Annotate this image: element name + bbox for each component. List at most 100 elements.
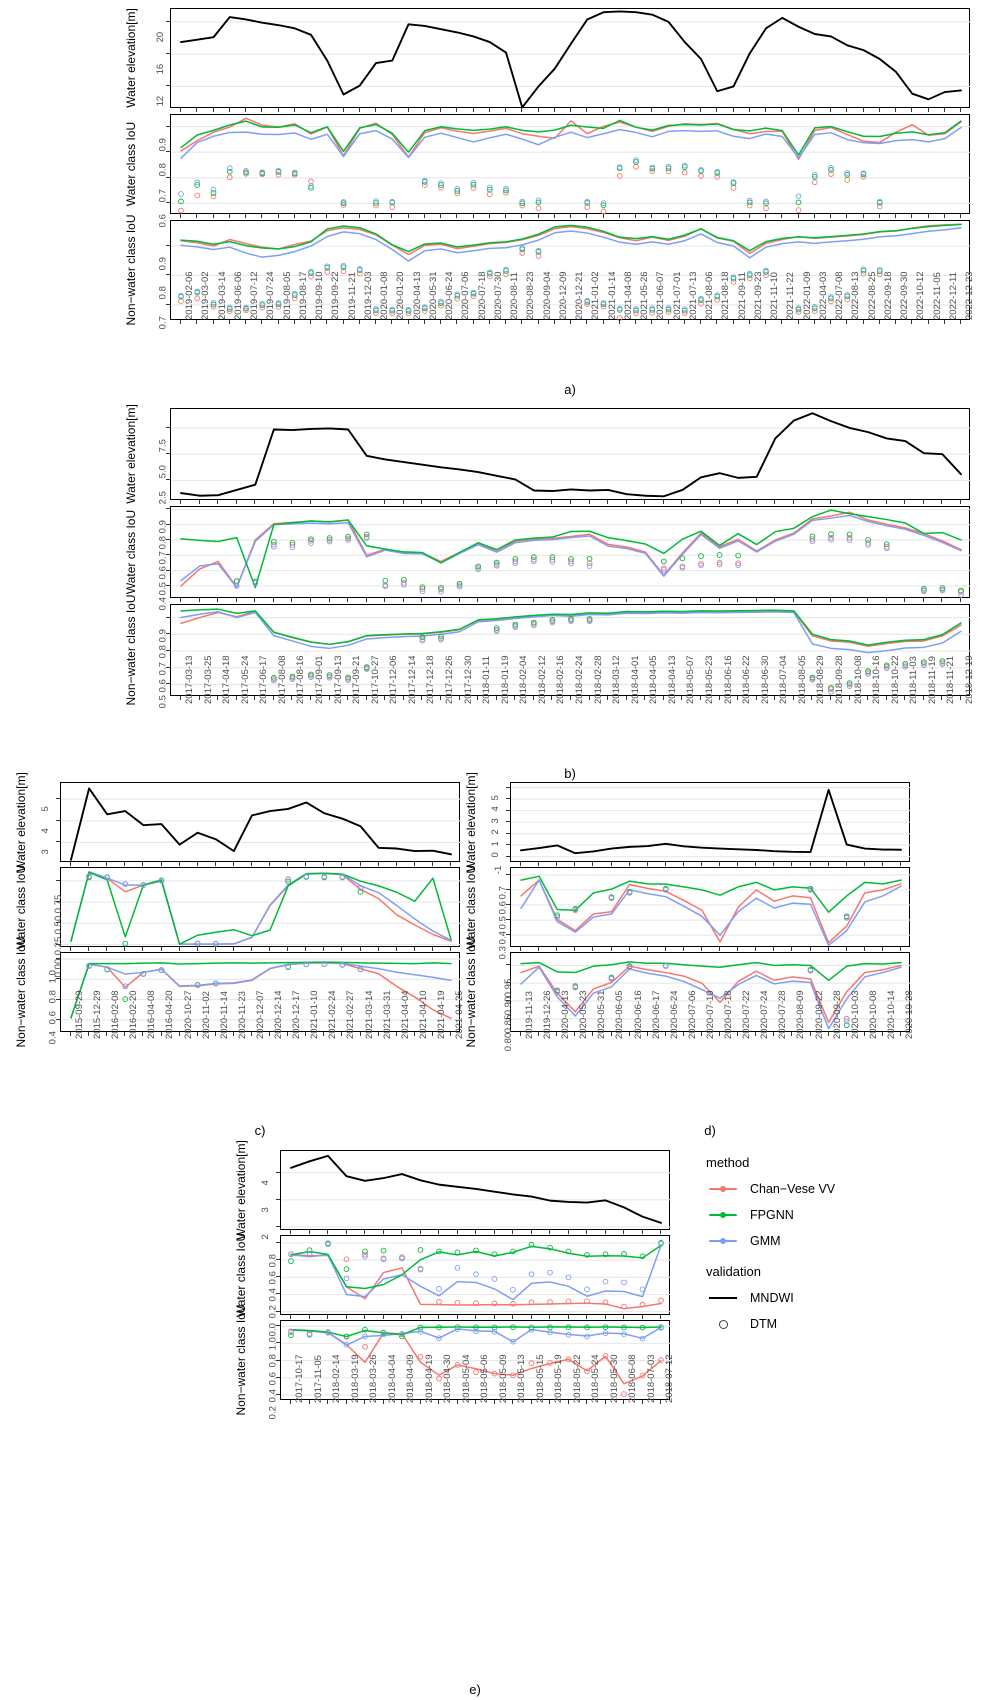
y-tick-label: 0.90: [503, 996, 514, 1016]
x-tick-mark: [232, 947, 234, 951]
x-tick-label: 2020-07-10: [704, 990, 716, 1039]
y-tick-mark: [166, 554, 170, 556]
x-tick-mark: [475, 1400, 476, 1404]
x-tick-mark: [419, 1400, 421, 1404]
x-tick-mark: [228, 108, 230, 112]
x-tick-mark: [791, 947, 793, 951]
x-tick-label: 2018-01-19: [499, 655, 511, 704]
x-tick-label: 2017-12-14: [406, 655, 418, 704]
x-tick-mark: [364, 1315, 365, 1319]
plot-panel-e-2: Non−water class IoU 0.2 0.4 0.6 0.8 1.0: [234, 1304, 671, 1419]
x-tick-mark: [440, 500, 441, 504]
x-tick-label: 2020-04-13: [560, 990, 572, 1039]
x-tick-mark: [310, 320, 311, 324]
legend-label: MNDWI: [750, 1291, 794, 1305]
x-tick-mark: [290, 1230, 291, 1234]
x-tick-mark: [88, 862, 90, 866]
x-tick-mark: [737, 500, 739, 504]
x-tick-mark: [644, 500, 646, 504]
x-tick-label: 2020-11-14: [218, 991, 230, 1039]
x-tick-mark: [570, 696, 571, 700]
x-tick-mark: [472, 108, 474, 112]
x-tick-mark: [235, 696, 237, 700]
x-tick-mark: [827, 1032, 829, 1036]
x-tick-label: 2018-05-06: [479, 1354, 490, 1403]
y-tick-mark: [56, 978, 60, 980]
legend-item-validation[interactable]: MNDWI: [706, 1285, 835, 1311]
x-tick-label: 2018-10-08: [852, 655, 864, 704]
legend-item-method[interactable]: FPGNN: [706, 1202, 835, 1228]
x-tick-label: 2018-05-09: [497, 1354, 509, 1403]
x-tick-mark: [549, 1230, 550, 1234]
x-tick-mark: [628, 1032, 630, 1036]
x-tick-mark: [863, 947, 865, 951]
x-tick-mark: [662, 598, 664, 602]
x-tick-mark: [88, 947, 90, 951]
plot-panel-b-2: Non−water class IoU 0.5 0.6 0.7 0.8 0.9: [124, 594, 971, 709]
x-tick-mark: [514, 696, 516, 700]
x-tick-mark: [308, 1230, 310, 1234]
x-tick-mark: [904, 500, 906, 504]
legend-item-method[interactable]: Chan−Vese VV: [706, 1176, 835, 1202]
x-tick-mark: [774, 598, 776, 602]
y-tick-label: 0.6: [157, 566, 169, 580]
y-tick-label: 0.6: [267, 1271, 279, 1285]
x-tick-mark: [927, 320, 929, 324]
x-tick-label: 2020-06-16: [632, 990, 644, 1039]
x-tick-mark: [904, 696, 906, 700]
x-tick-mark: [683, 320, 685, 324]
x-tick-mark: [960, 500, 961, 504]
y-tick-mark: [166, 616, 170, 618]
x-tick-mark: [862, 214, 864, 218]
x-tick-mark: [797, 214, 799, 218]
x-tick-label: 2018-08-29: [815, 655, 827, 704]
x-tick-mark: [431, 1032, 433, 1036]
y-tick-mark: [166, 151, 170, 153]
legend-item-method[interactable]: GMM: [706, 1228, 835, 1254]
x-tick-label: 2021-11-10: [769, 272, 780, 320]
legend-item-validation[interactable]: DTM: [706, 1311, 835, 1337]
x-tick-mark: [737, 1032, 739, 1036]
y-axis-label: Non−water class IoU: [464, 936, 478, 1048]
x-tick-mark: [402, 500, 404, 504]
subfigure-label-c: c): [254, 1123, 266, 1138]
x-tick-mark: [848, 500, 850, 504]
x-tick-mark: [773, 1032, 775, 1036]
x-tick-mark: [475, 1230, 476, 1234]
y-tick-mark: [166, 633, 170, 635]
x-tick-mark: [625, 696, 627, 700]
y-tick-label: 0.2: [267, 1305, 279, 1319]
legend-validation-items: MNDWI DTM: [706, 1285, 835, 1337]
x-tick-mark: [701, 1032, 702, 1036]
x-tick-mark: [538, 862, 540, 866]
x-tick-mark: [943, 214, 945, 218]
x-tick-mark: [607, 598, 609, 602]
x-tick-label: 2021-03-31: [381, 990, 393, 1039]
x-tick-mark: [456, 320, 458, 324]
x-tick-mark: [440, 108, 441, 112]
x-tick-mark: [365, 696, 367, 700]
y-tick-label: 0.5: [497, 916, 509, 930]
x-tick-mark: [681, 696, 683, 700]
x-tick-mark: [261, 108, 263, 112]
x-tick-mark: [493, 1400, 495, 1404]
x-tick-mark: [395, 947, 397, 951]
y-tick-label: 0.9: [157, 257, 169, 271]
x-tick-mark: [682, 862, 684, 866]
x-tick-mark: [401, 1315, 402, 1319]
x-tick-mark: [391, 214, 393, 218]
y-tick-label: 0.9: [157, 137, 169, 151]
x-tick-label: 2021-01-10: [309, 990, 321, 1039]
x-tick-mark: [922, 696, 924, 700]
x-tick-mark: [106, 947, 108, 951]
x-tick-mark: [773, 947, 775, 951]
x-tick-mark: [401, 1400, 402, 1404]
x-tick-label: 2022-11-05: [931, 272, 943, 320]
y-tick-label: 0.6: [157, 214, 169, 228]
x-tick-mark: [310, 598, 311, 602]
x-tick-mark: [755, 696, 757, 700]
x-tick-label: 2018-04-05: [648, 655, 660, 704]
x-tick-mark: [941, 696, 943, 700]
x-tick-label: 2022-12-23: [964, 271, 975, 320]
x-tick-mark: [160, 947, 162, 951]
